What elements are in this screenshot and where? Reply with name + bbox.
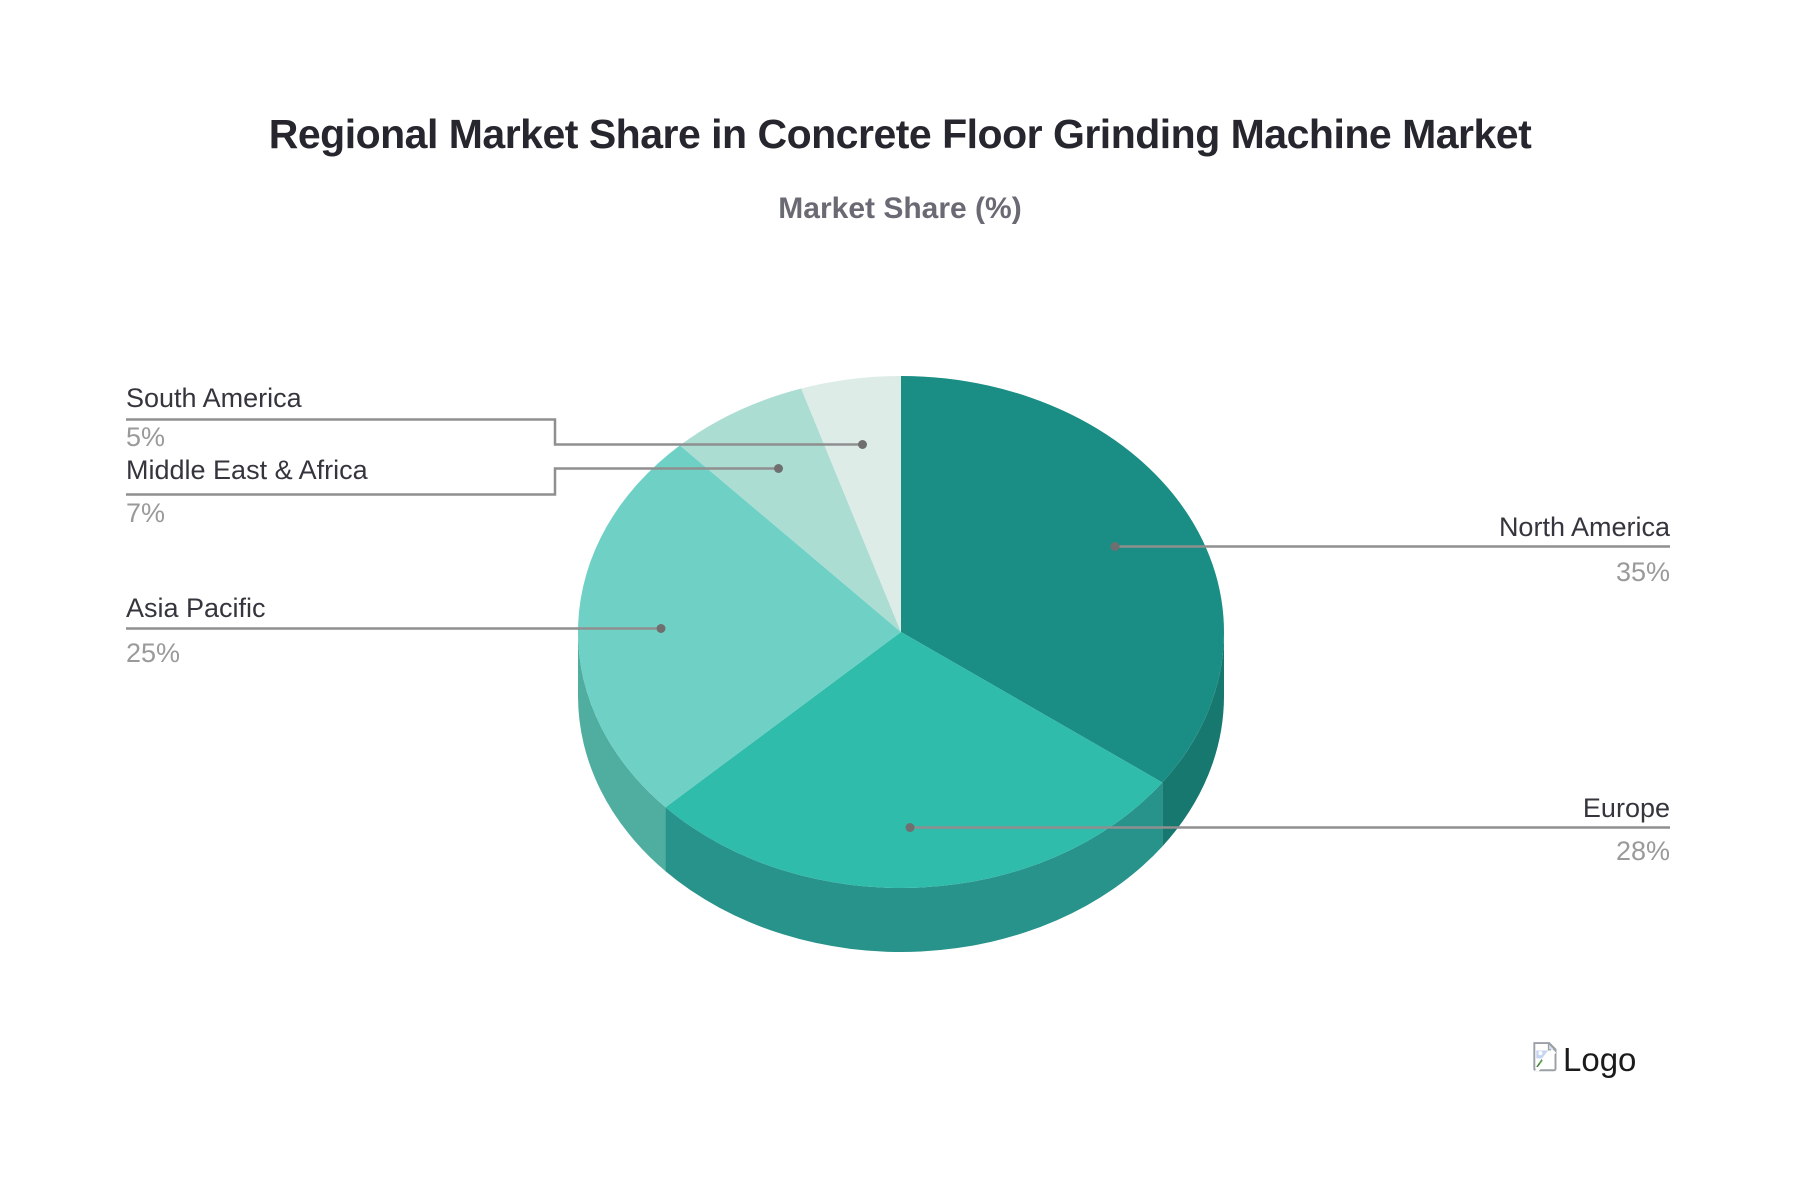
pct-north-america: 35% [1615,557,1670,587]
label-middle-east-africa: Middle East & Africa [126,455,368,485]
leader-dot-asia-pacific [656,624,666,633]
pct-middle-east-africa: 7% [126,498,166,528]
label-asia-pacific: Asia Pacific [126,593,266,623]
label-south-america: South America [126,383,302,413]
leader-dot-north-america [1110,542,1120,551]
pct-asia-pacific: 25% [126,638,181,668]
pie-slice-north-america[interactable] [901,376,1224,783]
pie-side-asia-pacific [578,632,666,872]
leader-line-middle-east-africa [126,467,775,496]
broken-image-icon [1533,1041,1557,1072]
leader-line-south-america [126,418,859,446]
pct-south-america: 5% [126,422,166,452]
pie-slice-europe[interactable] [665,632,1163,888]
leader-dot-south-america [858,440,867,449]
chart-subtitle: Market Share (%) [778,192,1022,225]
logo: Logo [1528,1040,1637,1078]
leader-dot-europe [905,823,915,832]
pie-side-europe [665,782,1163,952]
pie-side-north-america [1162,632,1224,847]
pie-slice-asia-pacific[interactable] [577,445,901,808]
label-europe: Europe [1582,793,1670,823]
pct-europe: 28% [1615,836,1670,866]
label-north-america: North America [1498,512,1670,542]
leader-dot-middle-east-africa [774,464,783,473]
pie-slice-middle-east-africa[interactable] [679,388,901,632]
pie-slice-south-america[interactable] [801,376,901,632]
logo-alt-text: Logo [1563,1041,1637,1078]
chart-title: Regional Market Share in Concrete Floor … [268,111,1532,157]
